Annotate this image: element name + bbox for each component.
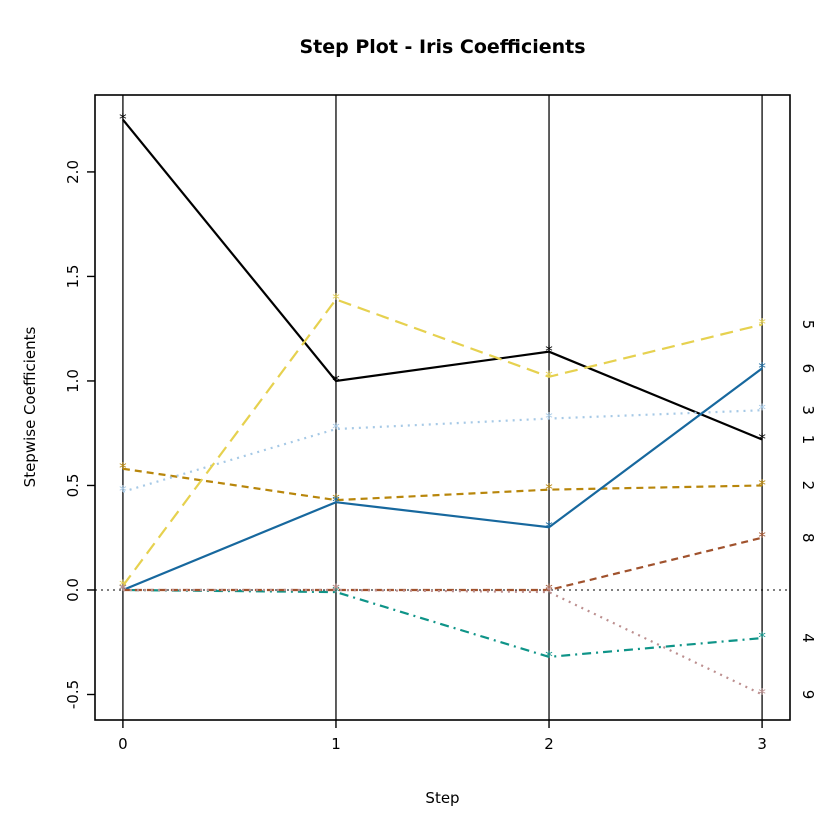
series-2-marker: *	[545, 480, 553, 498]
series-4-line	[122, 588, 763, 658]
series-6-marker: *	[332, 493, 340, 511]
y-axis-title: Stepwise Coefficients	[21, 326, 39, 488]
series-4-marker: *	[545, 647, 553, 665]
series-9-marker: *	[545, 583, 553, 601]
x-axis-tick-label: 0	[118, 735, 128, 753]
series-6-line	[122, 367, 763, 592]
series-4-marker: *	[758, 629, 766, 647]
right-axis-label-6: 6	[799, 364, 817, 374]
y-axis-tick-label: 0.0	[64, 578, 82, 602]
x-axis-tick-label: 3	[757, 735, 767, 753]
series-5-marker: *	[545, 367, 553, 385]
y-axis-tick-label: -0.5	[64, 680, 82, 709]
series-8-line	[122, 536, 763, 592]
right-axis-label-8: 8	[799, 533, 817, 543]
series-1-marker: *	[119, 110, 127, 128]
series-8-marker: *	[545, 580, 553, 598]
series-9-marker: *	[332, 580, 340, 598]
right-axis-label-1: 1	[799, 435, 817, 445]
right-axis-label-3: 3	[799, 405, 817, 415]
y-axis-tick-label: 2.0	[64, 160, 82, 184]
chart-title: Step Plot - Iris Coefficients	[299, 36, 586, 58]
right-axis-label-5: 5	[799, 320, 817, 330]
series-5-line	[122, 298, 763, 587]
series-6-marker: *	[545, 518, 553, 536]
series-1-line	[122, 118, 763, 441]
series-1-marker: *	[545, 342, 553, 360]
series-5-marker: *	[119, 576, 127, 594]
series-8-marker: *	[332, 580, 340, 598]
series-2-marker: *	[332, 491, 340, 509]
series-2-marker: *	[119, 459, 127, 477]
series-8-marker: *	[758, 528, 766, 546]
series-2-marker: *	[758, 476, 766, 494]
series-1-marker: *	[332, 371, 340, 389]
y-axis-tick-label: 0.5	[64, 474, 82, 498]
series-9-marker: *	[758, 685, 766, 703]
series-3-marker: *	[332, 420, 340, 438]
plot-box	[94, 94, 791, 721]
series-4-marker: *	[332, 583, 340, 601]
right-axis-label-4: 4	[799, 633, 817, 643]
series-5-marker: *	[758, 315, 766, 333]
series-3-line	[122, 409, 763, 493]
series-3-marker: *	[758, 401, 766, 419]
x-axis-tick-label: 1	[331, 735, 341, 753]
series-5-marker: *	[332, 290, 340, 308]
series-2-line	[122, 467, 763, 502]
right-axis-label-2: 2	[799, 481, 817, 491]
series-3-marker: *	[119, 482, 127, 500]
x-axis-tick-label: 2	[544, 735, 554, 753]
series-9-marker: *	[119, 580, 127, 598]
series-1-marker: *	[758, 430, 766, 448]
y-axis-tick-label: 1.5	[64, 265, 82, 289]
x-axis-title: Step	[425, 789, 460, 807]
series-9-line	[122, 588, 763, 696]
series-3-marker: *	[545, 409, 553, 427]
series-6-marker: *	[758, 359, 766, 377]
right-axis-label-9: 9	[799, 690, 817, 700]
y-axis-tick-label: 1.0	[64, 369, 82, 393]
